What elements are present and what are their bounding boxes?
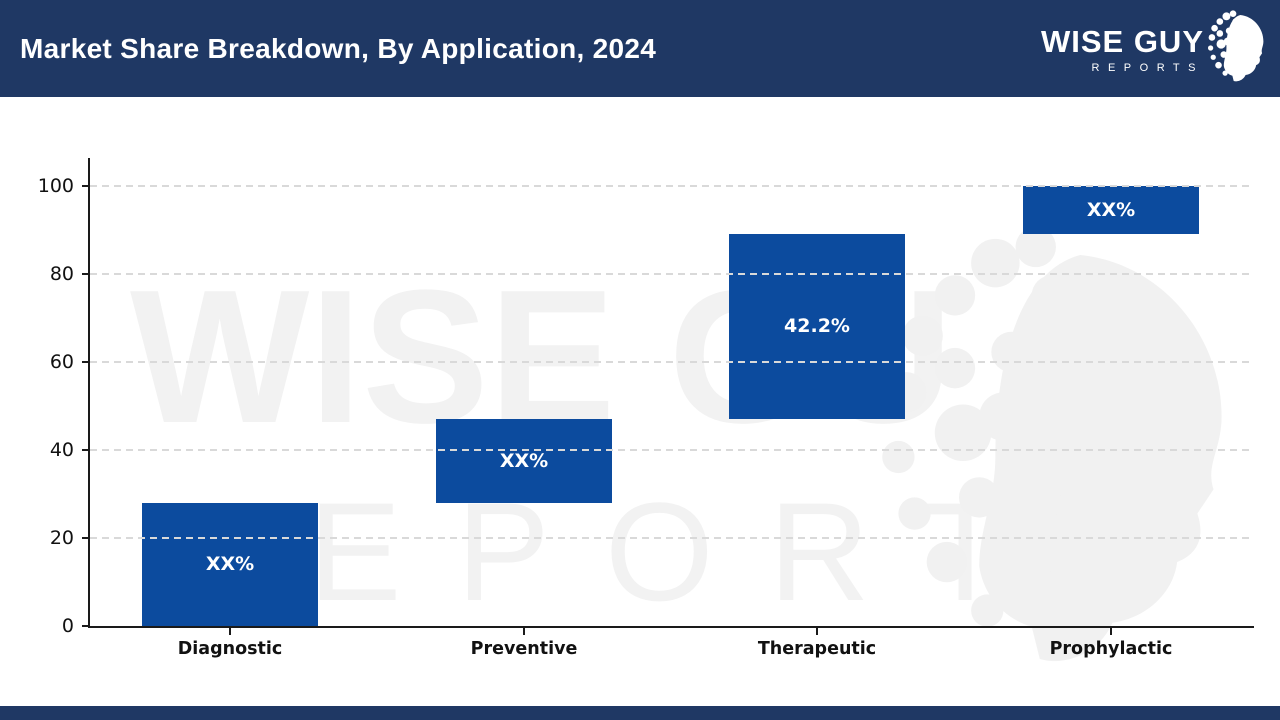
footer-band	[0, 706, 1280, 720]
gridline	[90, 361, 1252, 363]
y-axis-line	[88, 158, 90, 628]
bar-segment: XX%	[1023, 186, 1199, 234]
bar-segment: 42.2%	[729, 233, 905, 420]
bar-value-label: XX%	[499, 449, 549, 472]
y-axis-tick	[82, 185, 90, 187]
y-axis-tick-label: 100	[37, 175, 74, 197]
bar-segment: XX%	[436, 419, 612, 503]
bar-value-label: XX%	[1086, 198, 1136, 221]
y-axis-tick	[82, 537, 90, 539]
brand-logo: WISE GUY REPORTS	[1020, 6, 1270, 92]
x-axis-tick	[816, 628, 818, 635]
y-axis-tick	[82, 449, 90, 451]
x-axis-category-label: Prophylactic	[1049, 639, 1173, 659]
bar-value-label: XX%	[205, 553, 255, 576]
y-axis-tick-label: 20	[49, 527, 74, 549]
x-axis-category-label: Diagnostic	[177, 639, 283, 659]
gridline	[90, 185, 1252, 187]
gridline	[90, 273, 1252, 275]
brand-name: WISE GUY	[1040, 24, 1204, 59]
x-axis-line	[88, 626, 1254, 628]
y-axis-tick	[82, 273, 90, 275]
x-axis-tick	[229, 628, 231, 635]
x-axis-tick	[1110, 628, 1112, 635]
y-axis-tick-label: 80	[49, 263, 74, 285]
gridline	[90, 449, 1252, 451]
x-axis-category-label: Preventive	[470, 639, 578, 659]
y-axis-tick-label: 40	[49, 439, 74, 461]
dotted-head-icon	[1207, 10, 1264, 82]
bar-value-label: 42.2%	[784, 315, 850, 338]
gridline	[90, 537, 1252, 539]
header-band: Market Share Breakdown, By Application, …	[0, 0, 1280, 97]
bar-segment: XX%	[142, 502, 318, 626]
y-axis-tick-label: 0	[61, 615, 74, 637]
x-axis-category-label: Therapeutic	[757, 639, 877, 659]
brand-logo-text: WISE GUY REPORTS	[1041, 26, 1204, 74]
x-axis-tick	[523, 628, 525, 635]
brand-tagline: REPORTS	[1091, 62, 1204, 74]
y-axis-tick	[82, 361, 90, 363]
page-title: Market Share Breakdown, By Application, …	[20, 32, 657, 64]
y-axis-tick	[82, 625, 90, 627]
y-axis-tick-label: 60	[49, 351, 74, 373]
